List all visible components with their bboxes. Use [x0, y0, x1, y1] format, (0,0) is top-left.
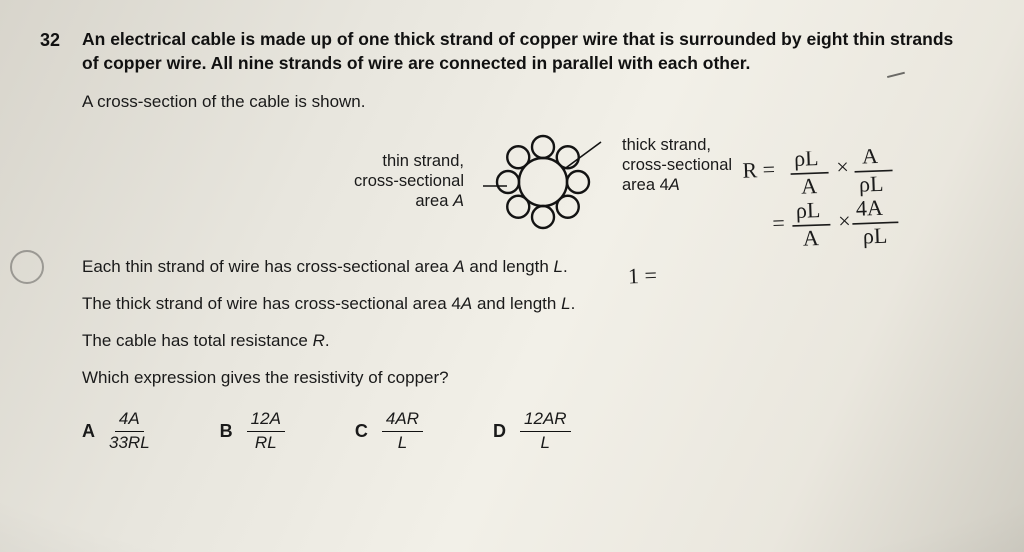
p2b: and length	[472, 294, 561, 313]
opt-D-frac: 12AR L	[520, 410, 571, 452]
option-C: C 4AR L	[355, 410, 423, 452]
diagram-left-l2: cross-sectional	[294, 172, 464, 192]
p1L: L	[554, 257, 563, 276]
para-total: The cable has total resistance R.	[82, 330, 990, 353]
opt-D-den: L	[541, 432, 550, 453]
opt-B-den: RL	[255, 432, 277, 453]
diagram-row: thin strand, cross-sectional area A thic…	[96, 122, 990, 242]
diagram-right-l1: thick strand,	[622, 136, 792, 156]
diagram-right-l2: cross-sectional	[622, 156, 792, 176]
opt-C-num: 4AR	[382, 410, 423, 432]
opt-C-den: L	[398, 432, 407, 453]
cable-diagram	[478, 122, 608, 242]
opt-A-letter: A	[82, 419, 95, 443]
p1A: A	[453, 257, 464, 276]
opt-B-num: 12A	[247, 410, 285, 432]
option-D: D 12AR L	[493, 410, 571, 452]
option-A: A 4A 33RL	[82, 410, 150, 452]
option-B: B 12A RL	[220, 410, 285, 452]
diagram-left-l1: thin strand,	[294, 152, 464, 172]
cross-section-line: A cross-section of the cable is shown.	[82, 91, 990, 114]
p2A: A	[461, 294, 472, 313]
margin-circle-mark	[10, 250, 44, 284]
p3R: R	[313, 331, 325, 350]
p1a: Each thin strand of wire has cross-secti…	[82, 257, 453, 276]
diagram-left-label: thin strand, cross-sectional area A	[294, 152, 464, 211]
p3a: The cable has total resistance	[82, 331, 313, 350]
p1b: and length	[465, 257, 554, 276]
p2L: L	[561, 294, 570, 313]
opt-A-den: 33RL	[109, 432, 150, 453]
question-stem: An electrical cable is made up of one th…	[82, 28, 962, 75]
para-ask: Which expression gives the resistivity o…	[82, 367, 990, 390]
diagram-area-4A: A	[669, 176, 680, 194]
para-thick: The thick strand of wire has cross-secti…	[82, 293, 990, 316]
diagram-left-l3: area A	[294, 192, 464, 212]
opt-C-letter: C	[355, 419, 368, 443]
options-row: A 4A 33RL B 12A RL C 4AR L D 12AR L	[82, 410, 990, 452]
opt-C-frac: 4AR L	[382, 410, 423, 452]
opt-B-frac: 12A RL	[247, 410, 285, 452]
opt-B-letter: B	[220, 419, 233, 443]
opt-D-letter: D	[493, 419, 506, 443]
opt-A-num: 4A	[115, 410, 144, 432]
para-thin: Each thin strand of wire has cross-secti…	[82, 256, 990, 279]
diagram-right-label: thick strand, cross-sectional area 4A	[622, 136, 792, 195]
p2a: The thick strand of wire has cross-secti…	[82, 294, 461, 313]
opt-D-num: 12AR	[520, 410, 571, 432]
opt-A-frac: 4A 33RL	[109, 410, 150, 452]
diagram-right-l3: area 4A	[622, 176, 792, 196]
diagram-area-A: A	[453, 192, 464, 210]
question-number: 32	[40, 28, 68, 75]
question-row: 32 An electrical cable is made up of one…	[40, 28, 990, 75]
